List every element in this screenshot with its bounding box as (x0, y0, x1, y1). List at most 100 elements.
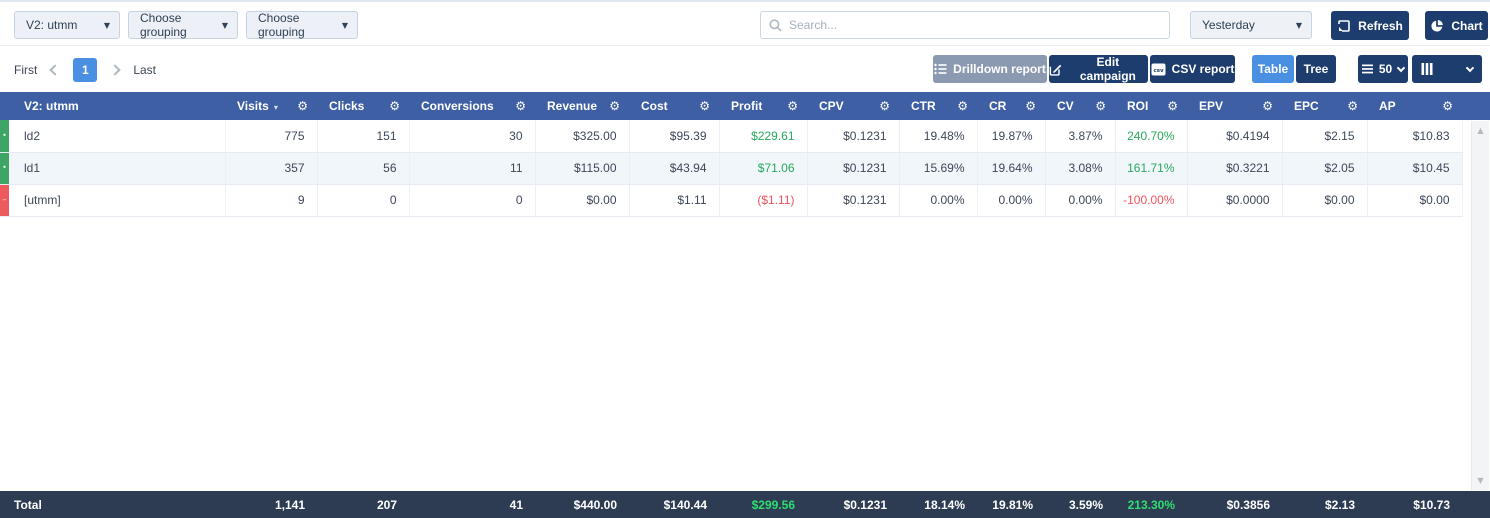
columns-button[interactable] (1412, 55, 1482, 83)
total-conversions: 41 (509, 497, 523, 512)
grouping-1-value: Choose grouping (140, 11, 187, 39)
column-header-cpv[interactable]: CPV ⚙ (819, 99, 890, 113)
campaign-filter-select[interactable]: V2: utmm ▼ (14, 11, 120, 39)
chevron-down-icon: ▼ (1295, 20, 1302, 30)
gear-icon[interactable]: ⚙ (297, 99, 308, 113)
pagination-page-1[interactable]: 1 (73, 57, 98, 82)
refresh-button[interactable]: Refresh (1331, 11, 1409, 40)
edit-campaign-button[interactable]: Edit campaign (1049, 55, 1148, 83)
column-header-roi[interactable]: ROI ⚙ (1127, 99, 1178, 113)
total-label: Total (14, 497, 42, 512)
gear-icon[interactable]: ⚙ (1025, 99, 1036, 113)
pagination-first[interactable]: First (14, 62, 38, 77)
gear-icon[interactable]: ⚙ (609, 99, 620, 113)
gear-icon[interactable]: ⚙ (1442, 99, 1453, 113)
pagination-last[interactable]: Last (133, 62, 157, 77)
gear-icon[interactable]: ⚙ (1347, 99, 1358, 113)
gear-icon[interactable]: ⚙ (879, 99, 890, 113)
drilldown-report-button[interactable]: Drilldown report (933, 55, 1047, 83)
table-row[interactable]: • ld2 775 151 30 $325.00 $95.39 $229.61 … (0, 120, 1490, 153)
cell-profit: $71.06 (719, 152, 808, 185)
chevron-down-icon: ▼ (221, 20, 228, 30)
pie-chart-icon (1431, 19, 1444, 32)
row-status-indicator: • (0, 152, 9, 184)
refresh-icon (1338, 19, 1350, 32)
column-header-ap[interactable]: AP ⚙ (1379, 99, 1453, 113)
chevron-down-icon: ▼ (341, 20, 348, 30)
table-view-button[interactable]: Table (1252, 55, 1294, 83)
cell-cost: $95.39 (629, 120, 720, 153)
column-header-epc[interactable]: EPC ⚙ (1294, 99, 1358, 113)
date-range-value: Yesterday (1202, 18, 1255, 32)
grouping-select-1[interactable]: Choose grouping ▼ (128, 11, 238, 39)
tree-view-button[interactable]: Tree (1296, 55, 1336, 83)
column-header-visits[interactable]: Visits ▾ ⚙ (237, 99, 308, 113)
chevron-right-icon[interactable] (109, 63, 121, 76)
search-input[interactable] (789, 18, 1161, 32)
total-profit: $299.56 (751, 497, 795, 512)
cell-ctr: 15.69% (899, 152, 978, 185)
gear-icon[interactable]: ⚙ (787, 99, 798, 113)
column-header-cr[interactable]: CR ⚙ (989, 99, 1036, 113)
cell-roi: 240.70% (1115, 120, 1188, 153)
chevron-left-icon[interactable] (49, 63, 61, 76)
grouping-select-2[interactable]: Choose grouping ▼ (246, 11, 358, 39)
pagination: First 1 Last (14, 47, 156, 92)
rows-per-page-button[interactable]: 50 (1358, 55, 1408, 83)
total-visits: 1,141 (274, 497, 305, 512)
vertical-scrollbar[interactable]: ▲ ▼ (1471, 121, 1489, 490)
cell-cr: 19.64% (977, 152, 1046, 185)
date-range-select[interactable]: Yesterday ▼ (1190, 11, 1312, 39)
cell-visits: 9 (225, 184, 318, 217)
scroll-up-icon[interactable]: ▲ (1477, 126, 1484, 135)
cell-ap: $10.45 (1367, 152, 1463, 185)
total-roi: 213.30% (1127, 497, 1175, 512)
total-cv: 3.59% (1068, 497, 1103, 512)
cell-cv: 3.87% (1045, 120, 1116, 153)
cell-clicks: 0 (317, 184, 410, 217)
table-view-label: Table (1257, 62, 1289, 76)
chevron-down-icon (1465, 63, 1475, 72)
gear-icon[interactable]: ⚙ (515, 99, 526, 113)
column-header-clicks[interactable]: Clicks ⚙ (329, 99, 400, 113)
cell-cpv: $0.1231 (807, 120, 900, 153)
search-icon (769, 18, 782, 32)
column-header-cost[interactable]: Cost ⚙ (641, 99, 710, 113)
gear-icon[interactable]: ⚙ (1262, 99, 1273, 113)
total-ap: $10.73 (1413, 497, 1450, 512)
gear-icon[interactable]: ⚙ (1167, 99, 1178, 113)
cell-roi: -100.00% (1115, 184, 1188, 217)
cell-revenue: $115.00 (535, 152, 630, 185)
gear-icon[interactable]: ⚙ (389, 99, 400, 113)
column-header-conversions[interactable]: Conversions ⚙ (421, 99, 526, 113)
column-header-epv[interactable]: EPV ⚙ (1199, 99, 1273, 113)
column-header-cv[interactable]: CV ⚙ (1057, 99, 1106, 113)
csv-report-button[interactable]: csv CSV report (1150, 55, 1235, 83)
gear-icon[interactable]: ⚙ (699, 99, 710, 113)
cell-conversions: 30 (409, 120, 536, 153)
table-row[interactable]: – [utmm] 9 0 0 $0.00 $1.11 ($1.11) $0.12… (0, 184, 1490, 217)
total-row: Total 1,141 207 41 $440.00 $140.44 $299.… (0, 491, 1490, 518)
column-header-name[interactable]: V2: utmm (24, 99, 79, 113)
report-table: V2: utmm Visits ▾ ⚙ Clicks ⚙ Conversions … (0, 92, 1490, 217)
cell-cr: 0.00% (977, 184, 1046, 217)
cell-cost: $1.11 (629, 184, 720, 217)
total-cr: 19.81% (992, 497, 1033, 512)
chevron-down-icon (1396, 63, 1406, 72)
gear-icon[interactable]: ⚙ (1095, 99, 1106, 113)
cell-roi: 161.71% (1115, 152, 1188, 185)
column-header-ctr[interactable]: CTR ⚙ (911, 99, 968, 113)
grouping-2-value: Choose grouping (258, 11, 305, 39)
table-row[interactable]: • ld1 357 56 11 $115.00 $43.94 $71.06 $0… (0, 152, 1490, 185)
column-header-revenue[interactable]: Revenue ⚙ (547, 99, 620, 113)
drilldown-label: Drilldown report (953, 62, 1046, 76)
cell-ctr: 0.00% (899, 184, 978, 217)
columns-icon (1421, 63, 1433, 75)
chart-button[interactable]: Chart (1425, 11, 1488, 40)
gear-icon[interactable]: ⚙ (957, 99, 968, 113)
row-name: ld2 (24, 128, 41, 143)
total-cost: $140.44 (663, 497, 707, 512)
column-header-profit[interactable]: Profit ⚙ (731, 99, 798, 113)
cell-conversions: 11 (409, 152, 536, 185)
scroll-down-icon[interactable]: ▼ (1477, 476, 1484, 485)
